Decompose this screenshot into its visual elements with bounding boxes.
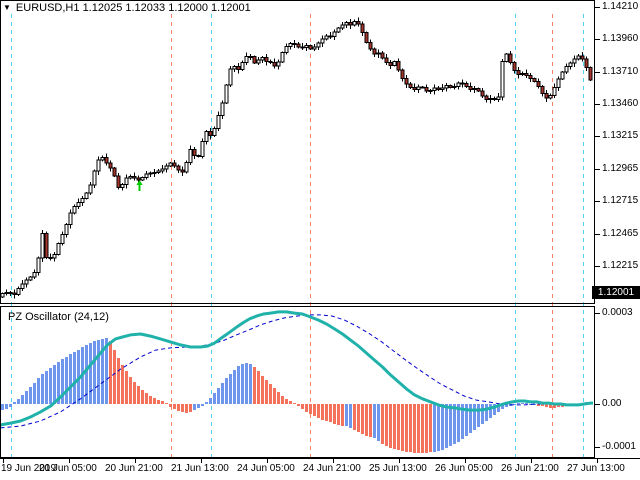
price-axis-label: 1.14210 [602,1,639,12]
time-axis-label: 24 Jun 21:00 [303,463,361,474]
pane-borders [0,0,640,459]
oscillator-signal-line [1,314,593,429]
oscillator-axis-label: 0.0003 [602,307,633,318]
indicator-title: PZ Oscillator (24,12) [8,311,109,323]
chart-header: ▼ EURUSD,H1 1.12025 1.12033 1.12000 1.12… [3,2,251,14]
time-axis-label: 25 Jun 13:00 [369,463,427,474]
time-axis-label: 21 Jun 13:00 [171,463,229,474]
time-axis-label: 26 Jun 21:00 [501,463,559,474]
chart-ohlc-quotes: 1.12025 1.12033 1.12000 1.12001 [82,2,251,14]
price-axis-label: 1.12215 [602,260,639,271]
symbol-dropdown-icon[interactable]: ▼ [3,3,11,12]
candlestick-series [1,17,593,299]
current-price-badge: 1.12001 [592,286,640,299]
price-axis-label: 1.13710 [602,66,639,77]
time-axis-label: 19 Jun 2019 [1,463,57,474]
time-axis-label: 20 Jun 05:00 [39,463,97,474]
chart-symbol-period: EURUSD,H1 [15,2,80,14]
axis-ticks [3,7,600,463]
price-axis-label: 1.13960 [602,33,639,44]
oscillator-axis-label: 0.00 [602,398,622,409]
time-axis-label: 26 Jun 05:00 [435,463,493,474]
oscillator-axis-label: -0.0001 [602,441,636,452]
time-axis-label: 27 Jun 13:00 [567,463,625,474]
price-axis-label: 1.13460 [602,98,639,109]
price-axis-label: 1.13215 [602,130,639,141]
price-axis-label: 1.12465 [602,228,639,239]
buy-arrow-icon [136,179,143,191]
time-axis-label: 24 Jun 05:00 [237,463,295,474]
price-axis-label: 1.12965 [602,163,639,174]
oscillator-histogram [1,337,588,454]
time-axis-label: 20 Jun 21:00 [105,463,163,474]
oscillator-main-line [1,310,593,427]
price-axis-label: 1.12715 [602,195,639,206]
